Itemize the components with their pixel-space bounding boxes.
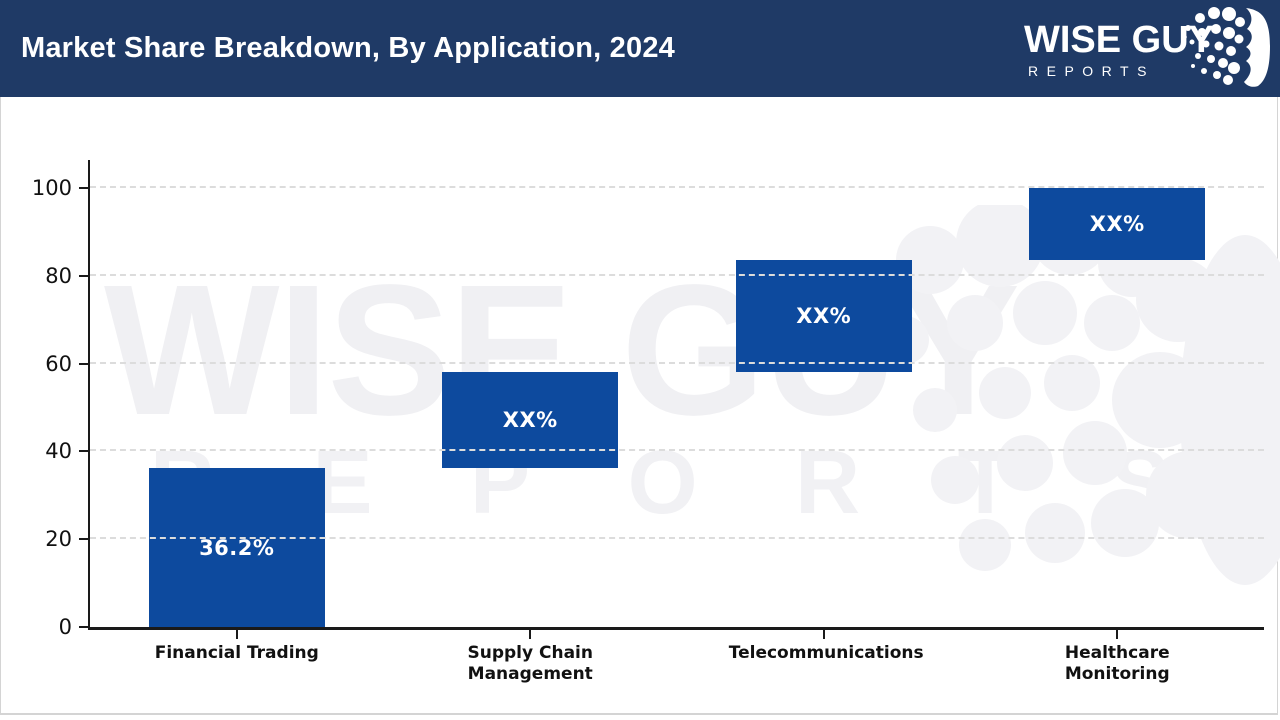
bar-4: XX%	[1029, 188, 1206, 261]
bar-value-label: XX%	[1089, 212, 1145, 237]
category-label: Supply Chain Management	[467, 643, 594, 685]
y-tick-label: 80	[45, 263, 72, 288]
y-tick-label: 0	[58, 615, 72, 639]
wise-guy-logo: WISE GUY REPORTS	[1022, 6, 1272, 92]
wise-guy-logo-graphic: WISE GUY REPORTS	[1024, 6, 1270, 87]
x-tick	[822, 630, 825, 639]
bar-1: 36.2%	[148, 468, 325, 627]
logo-text-reports: REPORTS	[1028, 63, 1155, 79]
gridline-40	[90, 449, 1264, 452]
logo-dotted-face-icon	[1183, 6, 1270, 87]
y-tick-label: 20	[45, 527, 72, 552]
gridline-60	[90, 361, 1264, 364]
y-tick	[79, 274, 88, 277]
x-tick	[235, 630, 238, 639]
y-tick	[79, 450, 88, 453]
category-label: Healthcare Monitoring	[1064, 643, 1170, 685]
plot-area: 36.2% Financial Trading XX% Supply Chain Ma…	[32, 160, 1264, 684]
y-tick-label: 100	[31, 176, 72, 200]
bar-3: XX%	[735, 260, 912, 373]
y-tick-label: 40	[45, 439, 72, 464]
page-title: Market Share Breakdown, By Application, …	[21, 32, 675, 64]
category-label: Financial Trading	[154, 643, 319, 663]
gridline-80	[90, 273, 1264, 276]
bar-2: XX%	[442, 372, 619, 469]
logo-text-wiseguy: WISE GUY	[1024, 19, 1214, 61]
y-tick	[79, 187, 88, 189]
bar-value-label: 36.2%	[199, 535, 275, 560]
bar-value-label: XX%	[502, 408, 558, 433]
header-bar: Market Share Breakdown, By Application, …	[0, 0, 1280, 97]
x-tick	[529, 630, 532, 639]
bar-value-label: XX%	[796, 304, 852, 329]
y-tick-label: 60	[45, 351, 72, 376]
y-tick	[79, 538, 88, 541]
watermark-dotted-face-icon	[881, 205, 1280, 585]
category-label: Telecommunications	[728, 643, 924, 663]
y-tick	[79, 362, 88, 365]
y-tick	[79, 626, 88, 628]
x-tick	[1116, 630, 1119, 639]
